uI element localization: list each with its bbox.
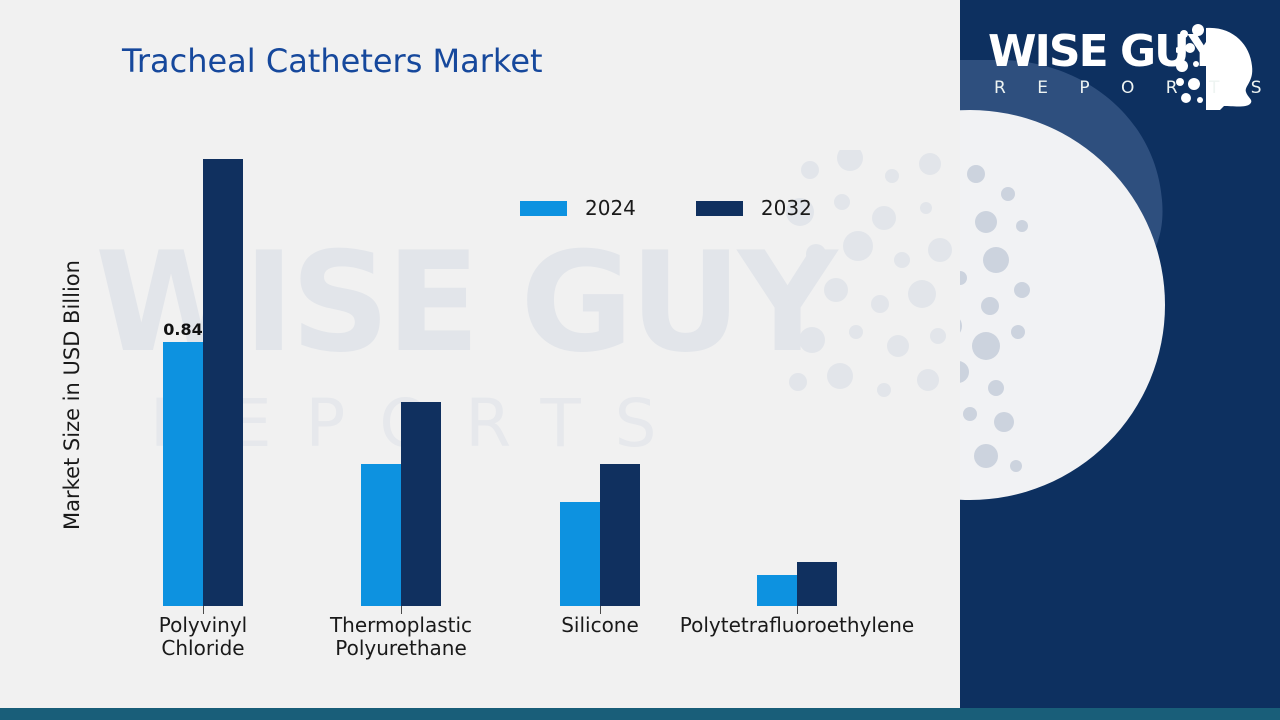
bar-2024-1[interactable] — [361, 464, 401, 606]
bar-group — [560, 150, 640, 606]
bar-2024-3[interactable] — [757, 575, 797, 606]
panel-dots-icon — [960, 165, 1030, 472]
page-title: Tracheal Catheters Market — [122, 42, 543, 80]
x-axis-tick — [797, 606, 798, 614]
x-axis-category-label: Polytetrafluoroethylene — [679, 613, 915, 637]
bottom-accent-bar — [0, 708, 1280, 720]
brand-logo: WISE GUY R E P O R T S — [982, 24, 1262, 112]
x-axis-category-label: Thermoplastic Polyurethane — [329, 613, 473, 660]
bar-2024-0[interactable] — [163, 342, 203, 606]
legend-label-2024: 2024 — [585, 196, 636, 220]
plot-area: 0.84 Polyvinyl Chloride Thermoplastic Poly… — [100, 150, 960, 660]
y-axis-label-text: Market Size in USD Billion — [60, 260, 85, 530]
legend-item-2032[interactable]: 2032 — [695, 196, 812, 220]
bar-2032-0[interactable] — [203, 159, 243, 606]
bar-value-label: 0.84 — [163, 320, 203, 339]
x-axis-category-label: Polyvinyl Chloride — [158, 613, 248, 660]
chart-legend: 2024 2032 — [520, 196, 812, 220]
x-axis-tick — [203, 606, 204, 614]
x-axis-category-label: Silicone — [561, 613, 639, 637]
x-axis-tick — [600, 606, 601, 614]
logo-secondary-text: R E P O R T S — [994, 78, 1275, 98]
y-axis-label: Market Size in USD Billion — [56, 215, 88, 575]
bar-2024-2[interactable] — [560, 502, 600, 606]
legend-swatch-2032 — [695, 200, 743, 216]
bar-group: 0.84 — [163, 150, 243, 606]
legend-label-2032: 2032 — [760, 196, 812, 220]
bar-2032-1[interactable] — [401, 402, 441, 606]
logo-primary-text: WISE GUY — [988, 26, 1220, 77]
decorative-right-panel — [960, 0, 1280, 708]
legend-item-2024[interactable]: 2024 — [520, 196, 636, 220]
bar-2032-3[interactable] — [797, 562, 837, 606]
x-axis-tick — [401, 606, 402, 614]
dotted-head-icon — [1176, 24, 1253, 110]
legend-swatch-2024 — [520, 200, 567, 216]
bar-group — [757, 150, 837, 606]
bar-group — [361, 150, 441, 606]
bar-2032-2[interactable] — [600, 464, 640, 606]
